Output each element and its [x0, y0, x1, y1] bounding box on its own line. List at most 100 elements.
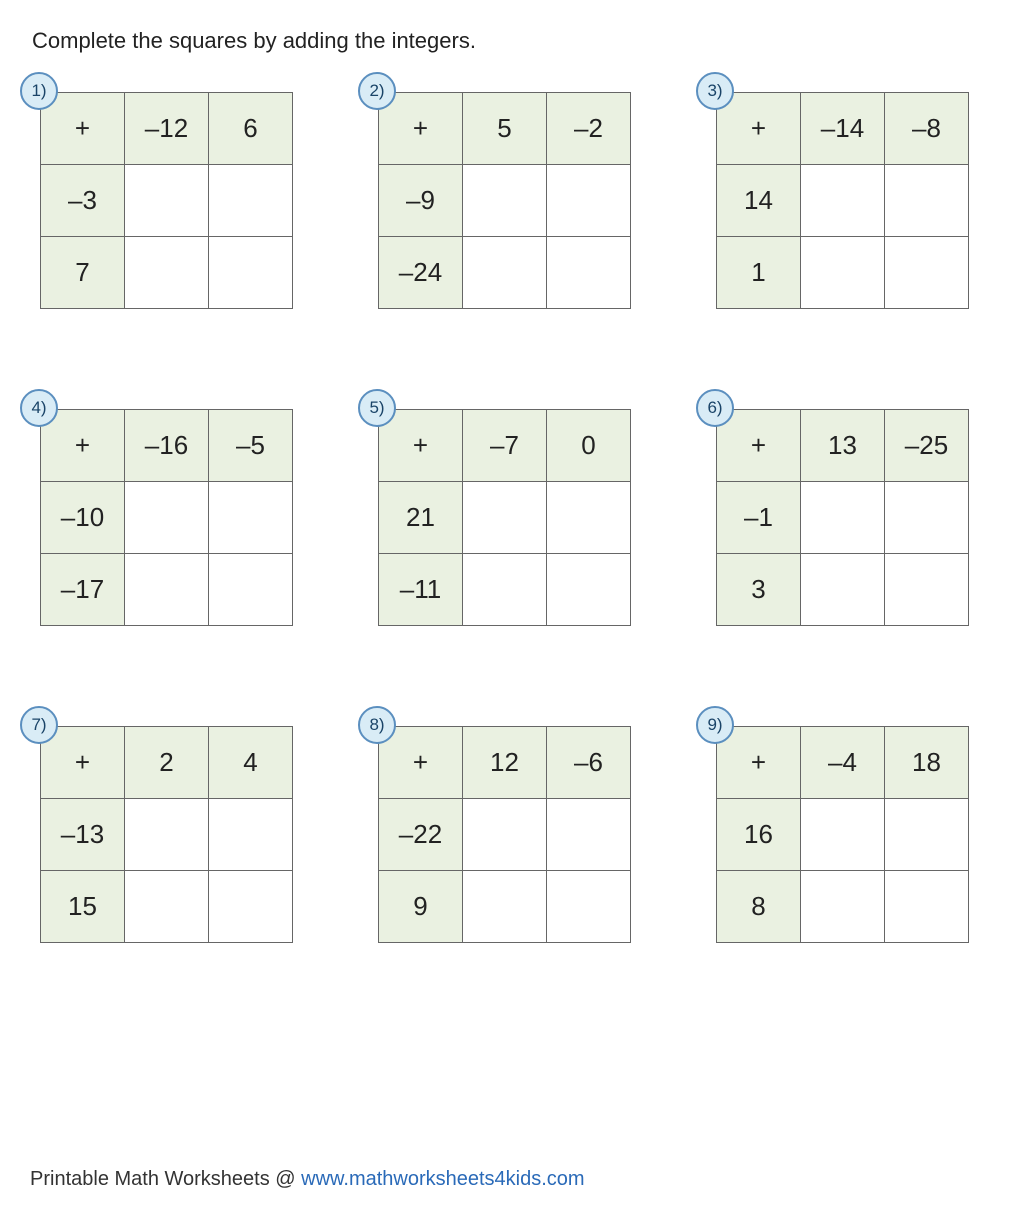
answer-cell[interactable]: [547, 482, 631, 554]
answer-cell[interactable]: [885, 482, 969, 554]
problems-grid: 1)+–126–372)+5–2–9–243)+–14–81414)+–16–5…: [40, 92, 984, 943]
answer-cell[interactable]: [209, 237, 293, 309]
problem-number-badge: 8): [358, 706, 396, 744]
answer-cell[interactable]: [547, 554, 631, 626]
answer-cell[interactable]: [463, 237, 547, 309]
answer-cell[interactable]: [547, 237, 631, 309]
answer-cell[interactable]: [209, 871, 293, 943]
problem-8: 8)+12–6–229: [378, 726, 630, 943]
addition-square: +–7021–11: [378, 409, 631, 626]
problem-4: 4)+–16–5–10–17: [40, 409, 292, 626]
answer-cell[interactable]: [801, 871, 885, 943]
footer-prefix: Printable Math Worksheets @: [30, 1168, 301, 1190]
answer-cell[interactable]: [209, 554, 293, 626]
row-header: 3: [717, 554, 801, 626]
problem-3: 3)+–14–8141: [716, 92, 968, 309]
answer-cell[interactable]: [801, 237, 885, 309]
column-header: 2: [125, 727, 209, 799]
answer-cell[interactable]: [885, 237, 969, 309]
addition-square: +13–25–13: [716, 409, 969, 626]
row-header: –17: [41, 554, 125, 626]
addition-square: +–14–8141: [716, 92, 969, 309]
column-header: –25: [885, 410, 969, 482]
answer-cell[interactable]: [209, 482, 293, 554]
column-header: –4: [801, 727, 885, 799]
answer-cell[interactable]: [125, 165, 209, 237]
problem-number-badge: 4): [20, 389, 58, 427]
row-header: 14: [717, 165, 801, 237]
addition-square: +–126–37: [40, 92, 293, 309]
row-header: 8: [717, 871, 801, 943]
column-header: –7: [463, 410, 547, 482]
answer-cell[interactable]: [801, 799, 885, 871]
problem-number-badge: 5): [358, 389, 396, 427]
answer-cell[interactable]: [463, 554, 547, 626]
problem-7: 7)+24–1315: [40, 726, 292, 943]
problem-9: 9)+–418168: [716, 726, 968, 943]
column-header: 6: [209, 93, 293, 165]
column-header: 0: [547, 410, 631, 482]
answer-cell[interactable]: [209, 165, 293, 237]
column-header: 13: [801, 410, 885, 482]
row-header: –3: [41, 165, 125, 237]
problem-2: 2)+5–2–9–24: [378, 92, 630, 309]
problem-number-badge: 3): [696, 72, 734, 110]
answer-cell[interactable]: [885, 554, 969, 626]
row-header: –9: [379, 165, 463, 237]
answer-cell[interactable]: [885, 871, 969, 943]
column-header: –6: [547, 727, 631, 799]
column-header: –12: [125, 93, 209, 165]
row-header: –22: [379, 799, 463, 871]
answer-cell[interactable]: [125, 554, 209, 626]
answer-cell[interactable]: [885, 799, 969, 871]
problem-1: 1)+–126–37: [40, 92, 292, 309]
problem-number-badge: 7): [20, 706, 58, 744]
instruction-text: Complete the squares by adding the integ…: [32, 28, 994, 54]
row-header: 21: [379, 482, 463, 554]
row-header: –1: [717, 482, 801, 554]
answer-cell[interactable]: [885, 165, 969, 237]
addition-square: +12–6–229: [378, 726, 631, 943]
row-header: –24: [379, 237, 463, 309]
row-header: 1: [717, 237, 801, 309]
answer-cell[interactable]: [125, 482, 209, 554]
row-header: 7: [41, 237, 125, 309]
column-header: –5: [209, 410, 293, 482]
row-header: 9: [379, 871, 463, 943]
answer-cell[interactable]: [209, 799, 293, 871]
answer-cell[interactable]: [547, 799, 631, 871]
answer-cell[interactable]: [125, 871, 209, 943]
column-header: 12: [463, 727, 547, 799]
answer-cell[interactable]: [125, 237, 209, 309]
answer-cell[interactable]: [125, 799, 209, 871]
answer-cell[interactable]: [801, 554, 885, 626]
column-header: –14: [801, 93, 885, 165]
answer-cell[interactable]: [547, 871, 631, 943]
footer-link[interactable]: www.mathworksheets4kids.com: [301, 1168, 584, 1190]
column-header: –8: [885, 93, 969, 165]
addition-square: +24–1315: [40, 726, 293, 943]
answer-cell[interactable]: [463, 482, 547, 554]
answer-cell[interactable]: [463, 165, 547, 237]
footer: Printable Math Worksheets @ www.mathwork…: [30, 1168, 585, 1191]
answer-cell[interactable]: [463, 871, 547, 943]
row-header: –11: [379, 554, 463, 626]
column-header: –16: [125, 410, 209, 482]
row-header: –13: [41, 799, 125, 871]
answer-cell[interactable]: [547, 165, 631, 237]
problem-5: 5)+–7021–11: [378, 409, 630, 626]
column-header: 18: [885, 727, 969, 799]
problem-number-badge: 9): [696, 706, 734, 744]
problem-number-badge: 6): [696, 389, 734, 427]
problem-number-badge: 2): [358, 72, 396, 110]
column-header: 4: [209, 727, 293, 799]
column-header: 5: [463, 93, 547, 165]
answer-cell[interactable]: [801, 165, 885, 237]
addition-square: +5–2–9–24: [378, 92, 631, 309]
answer-cell[interactable]: [463, 799, 547, 871]
row-header: –10: [41, 482, 125, 554]
row-header: 16: [717, 799, 801, 871]
problem-6: 6)+13–25–13: [716, 409, 968, 626]
answer-cell[interactable]: [801, 482, 885, 554]
row-header: 15: [41, 871, 125, 943]
